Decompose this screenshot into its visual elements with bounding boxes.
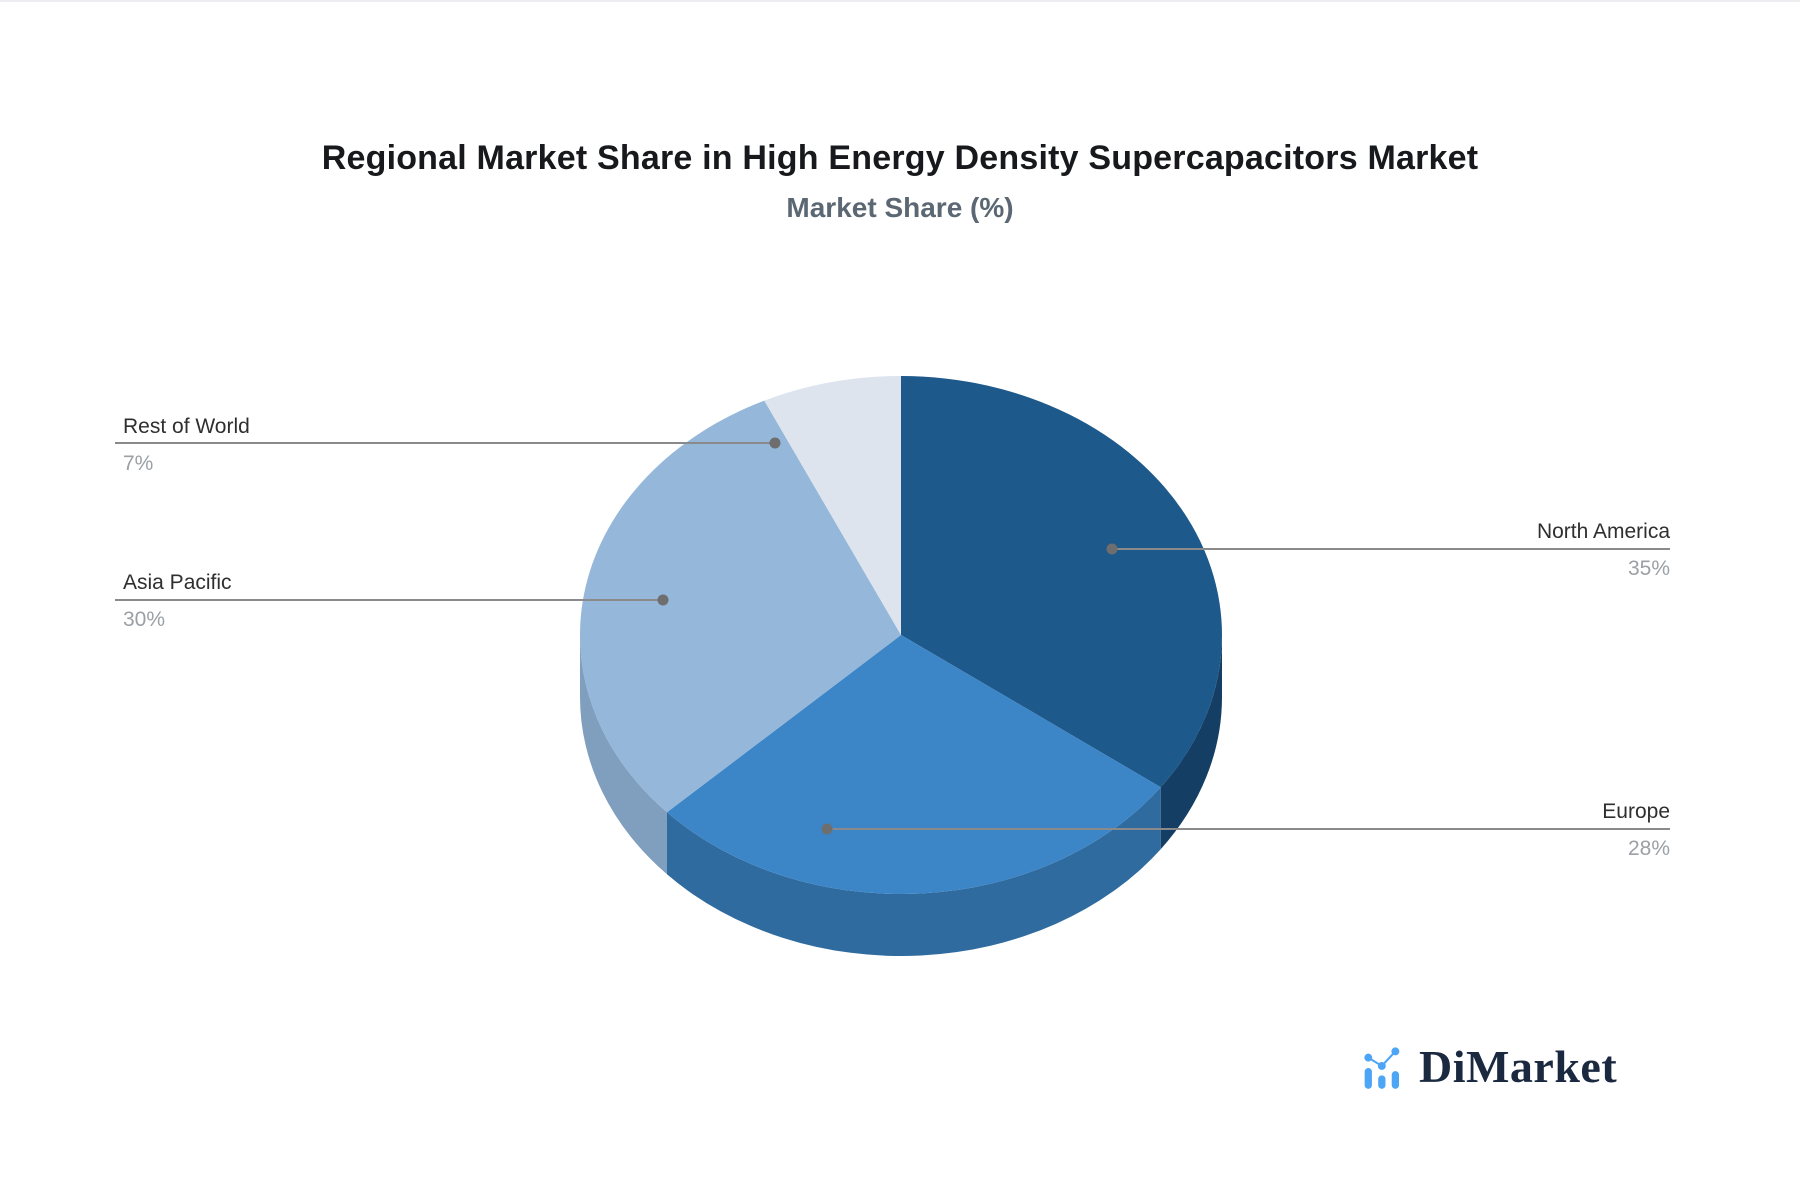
callout-dot-rest-of-world [769,437,781,449]
slice-percent: 35% [1627,557,1670,580]
logo-bar [1391,1070,1400,1089]
logo-bar [1378,1074,1386,1089]
callout-asia-pacific: Asia Pacific 30% [123,570,232,633]
logo-dot [1377,1061,1386,1070]
pie-slice-side-europe [667,787,1161,957]
callout-europe: Europe 28% [1602,799,1670,862]
chart-subtitle: Market Share (%) [786,192,1014,223]
callout-dot-asia-pacific [657,594,669,606]
logo-dot [1391,1046,1400,1055]
callout-rest-of-world: Rest of World 7% [123,414,250,477]
slice-percent: 30% [123,608,166,631]
callout-dot-europe [821,823,833,835]
slice-label: Europe [1602,800,1670,823]
pie-slice-asia-pacific[interactable] [579,400,901,813]
slice-label: Rest of World [123,415,250,438]
logo-dot [1364,1053,1373,1062]
slice-percent: 7% [123,452,154,475]
pie-slice-side-north-america [1160,635,1222,850]
pie-slice-north-america[interactable] [901,376,1222,788]
logo-bar [1364,1067,1372,1089]
dimarket-logo-icon [1364,1046,1400,1089]
slice-label: North America [1536,520,1670,543]
slice-percent: 28% [1627,837,1670,860]
slice-label: Asia Pacific [123,571,232,594]
callout-dot-north-america [1106,543,1118,555]
callout-north-america: North America 35% [1537,519,1670,582]
dimarket-logo: DiMarket [1363,1040,1617,1093]
pie-slice-side-asia-pacific [580,635,667,875]
chart-title: Regional Market Share in High Energy Den… [321,139,1479,177]
pie-slice-rest-of-world[interactable] [764,376,901,635]
dimarket-logo-text: DiMarket [1419,1041,1618,1092]
